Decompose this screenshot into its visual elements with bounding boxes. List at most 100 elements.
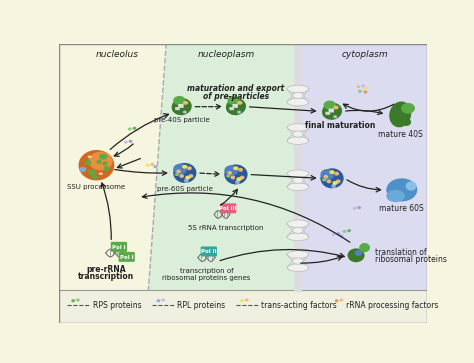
Ellipse shape (355, 250, 362, 256)
Ellipse shape (228, 96, 240, 105)
Ellipse shape (173, 163, 196, 183)
Text: mature 40S: mature 40S (378, 130, 423, 139)
Ellipse shape (359, 243, 370, 252)
Ellipse shape (88, 169, 96, 175)
Text: pre-40S particle: pre-40S particle (154, 118, 210, 123)
Ellipse shape (237, 177, 242, 181)
FancyBboxPatch shape (59, 290, 427, 323)
Text: mature 60S: mature 60S (379, 204, 424, 213)
Ellipse shape (339, 298, 343, 302)
Ellipse shape (71, 299, 75, 302)
Ellipse shape (228, 171, 232, 175)
FancyBboxPatch shape (118, 252, 135, 262)
Ellipse shape (327, 179, 331, 183)
Ellipse shape (337, 232, 340, 235)
Ellipse shape (332, 181, 338, 185)
Ellipse shape (227, 107, 235, 113)
Ellipse shape (320, 168, 344, 188)
Ellipse shape (154, 165, 157, 168)
Ellipse shape (237, 101, 243, 105)
FancyBboxPatch shape (232, 104, 238, 108)
Text: ribosomal proteins genes: ribosomal proteins genes (162, 275, 251, 281)
Ellipse shape (185, 176, 191, 179)
Ellipse shape (92, 175, 98, 179)
Ellipse shape (361, 84, 365, 87)
Ellipse shape (292, 93, 303, 99)
Ellipse shape (324, 175, 328, 179)
Ellipse shape (364, 87, 368, 90)
FancyBboxPatch shape (178, 104, 183, 108)
Ellipse shape (364, 90, 367, 94)
Ellipse shape (333, 106, 338, 109)
Text: final maturation: final maturation (305, 121, 375, 130)
Ellipse shape (287, 220, 309, 228)
Ellipse shape (347, 248, 365, 262)
Ellipse shape (357, 206, 361, 209)
Ellipse shape (332, 233, 336, 236)
Ellipse shape (224, 165, 238, 176)
Ellipse shape (292, 131, 303, 137)
FancyBboxPatch shape (201, 246, 217, 257)
FancyBboxPatch shape (175, 107, 180, 110)
Ellipse shape (322, 178, 327, 182)
Ellipse shape (343, 230, 346, 233)
Ellipse shape (102, 162, 108, 166)
Circle shape (235, 180, 240, 184)
Ellipse shape (292, 177, 303, 183)
Ellipse shape (99, 154, 108, 160)
Text: Pol III: Pol III (219, 206, 237, 211)
Ellipse shape (156, 299, 160, 302)
Text: transcription of: transcription of (180, 268, 233, 274)
Ellipse shape (104, 166, 109, 171)
Ellipse shape (226, 98, 246, 115)
Ellipse shape (287, 251, 309, 258)
Text: pre-60S particle: pre-60S particle (157, 186, 213, 192)
Ellipse shape (320, 169, 334, 180)
FancyBboxPatch shape (111, 242, 127, 252)
Ellipse shape (183, 101, 188, 105)
Text: RPS proteins: RPS proteins (93, 301, 142, 310)
Ellipse shape (189, 174, 193, 178)
Ellipse shape (176, 170, 181, 173)
Text: SSU processome: SSU processome (67, 184, 126, 191)
Ellipse shape (172, 98, 191, 115)
Ellipse shape (287, 170, 309, 178)
Ellipse shape (182, 165, 188, 169)
Circle shape (184, 178, 189, 183)
Circle shape (331, 184, 336, 188)
Ellipse shape (402, 118, 411, 126)
Ellipse shape (287, 124, 309, 131)
Polygon shape (298, 44, 427, 290)
Ellipse shape (240, 299, 244, 302)
FancyBboxPatch shape (326, 112, 330, 115)
Text: pre-rRNA: pre-rRNA (86, 265, 126, 274)
Text: trans-acting factors: trans-acting factors (261, 301, 337, 310)
Text: nucleoplasm: nucleoplasm (197, 50, 255, 59)
Text: translation of: translation of (375, 248, 427, 257)
Ellipse shape (334, 172, 339, 176)
Ellipse shape (133, 127, 137, 130)
Ellipse shape (238, 168, 243, 172)
Ellipse shape (80, 167, 86, 172)
Ellipse shape (124, 140, 128, 144)
Text: rRNA processing factors: rRNA processing factors (346, 301, 438, 310)
FancyBboxPatch shape (328, 109, 334, 113)
Ellipse shape (287, 264, 309, 272)
Polygon shape (148, 44, 298, 290)
Ellipse shape (89, 152, 113, 170)
Text: of pre-particles: of pre-particles (203, 91, 269, 101)
Ellipse shape (146, 164, 149, 167)
Ellipse shape (136, 129, 139, 132)
Text: Pol I: Pol I (120, 255, 134, 260)
Ellipse shape (329, 170, 335, 174)
Ellipse shape (287, 233, 309, 241)
Ellipse shape (245, 298, 249, 302)
Ellipse shape (287, 98, 309, 106)
Ellipse shape (128, 140, 133, 143)
Ellipse shape (183, 111, 187, 114)
Ellipse shape (128, 127, 132, 131)
Text: ribosomal proteins: ribosomal proteins (375, 255, 447, 264)
Ellipse shape (324, 101, 336, 110)
Ellipse shape (79, 150, 114, 180)
Ellipse shape (226, 175, 230, 178)
